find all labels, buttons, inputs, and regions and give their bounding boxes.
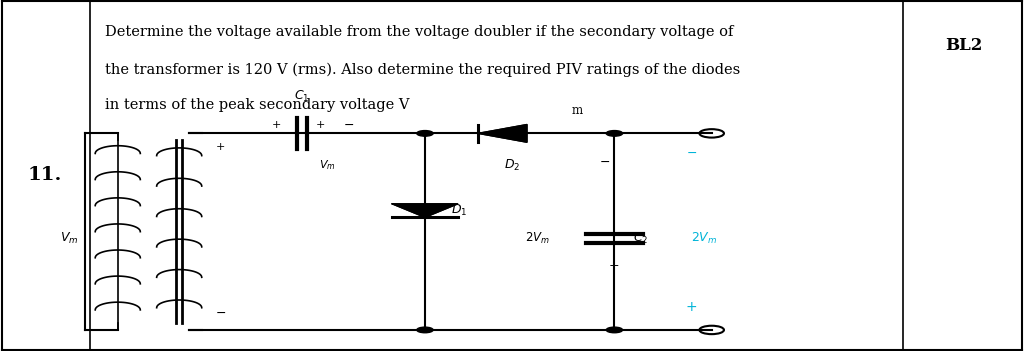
Text: +: + xyxy=(271,120,282,130)
Text: $-$: $-$ xyxy=(686,146,696,159)
Text: $D_1$: $D_1$ xyxy=(451,203,467,218)
Text: $2V_m$: $2V_m$ xyxy=(691,231,718,246)
Text: Determine the voltage available from the voltage doubler if the secondary voltag: Determine the voltage available from the… xyxy=(105,25,734,39)
Polygon shape xyxy=(392,204,458,217)
Text: +: + xyxy=(215,143,225,152)
Circle shape xyxy=(606,131,623,136)
Text: $-$: $-$ xyxy=(215,306,225,319)
Text: $2V_m$: $2V_m$ xyxy=(525,231,550,246)
Text: +: + xyxy=(685,300,697,314)
Text: $C_1$: $C_1$ xyxy=(294,88,310,104)
Circle shape xyxy=(606,327,623,333)
Text: m: m xyxy=(571,104,583,117)
Text: $D_2$: $D_2$ xyxy=(504,158,520,173)
Text: $V_m$: $V_m$ xyxy=(60,231,79,246)
Text: BL2: BL2 xyxy=(945,37,982,54)
Text: $-$: $-$ xyxy=(599,155,609,168)
Text: $C_2$: $C_2$ xyxy=(633,231,648,246)
Text: 11.: 11. xyxy=(28,166,62,185)
Polygon shape xyxy=(478,125,527,142)
Circle shape xyxy=(417,327,433,333)
Text: $V_m$: $V_m$ xyxy=(319,158,336,172)
Text: +: + xyxy=(315,120,326,130)
Text: +: + xyxy=(609,258,620,272)
Text: in terms of the peak secondary voltage V: in terms of the peak secondary voltage V xyxy=(105,98,410,112)
Circle shape xyxy=(417,131,433,136)
Text: the transformer is 120 V (rms). Also determine the required PIV ratings of the d: the transformer is 120 V (rms). Also det… xyxy=(105,63,740,77)
Text: $-$: $-$ xyxy=(343,118,353,131)
